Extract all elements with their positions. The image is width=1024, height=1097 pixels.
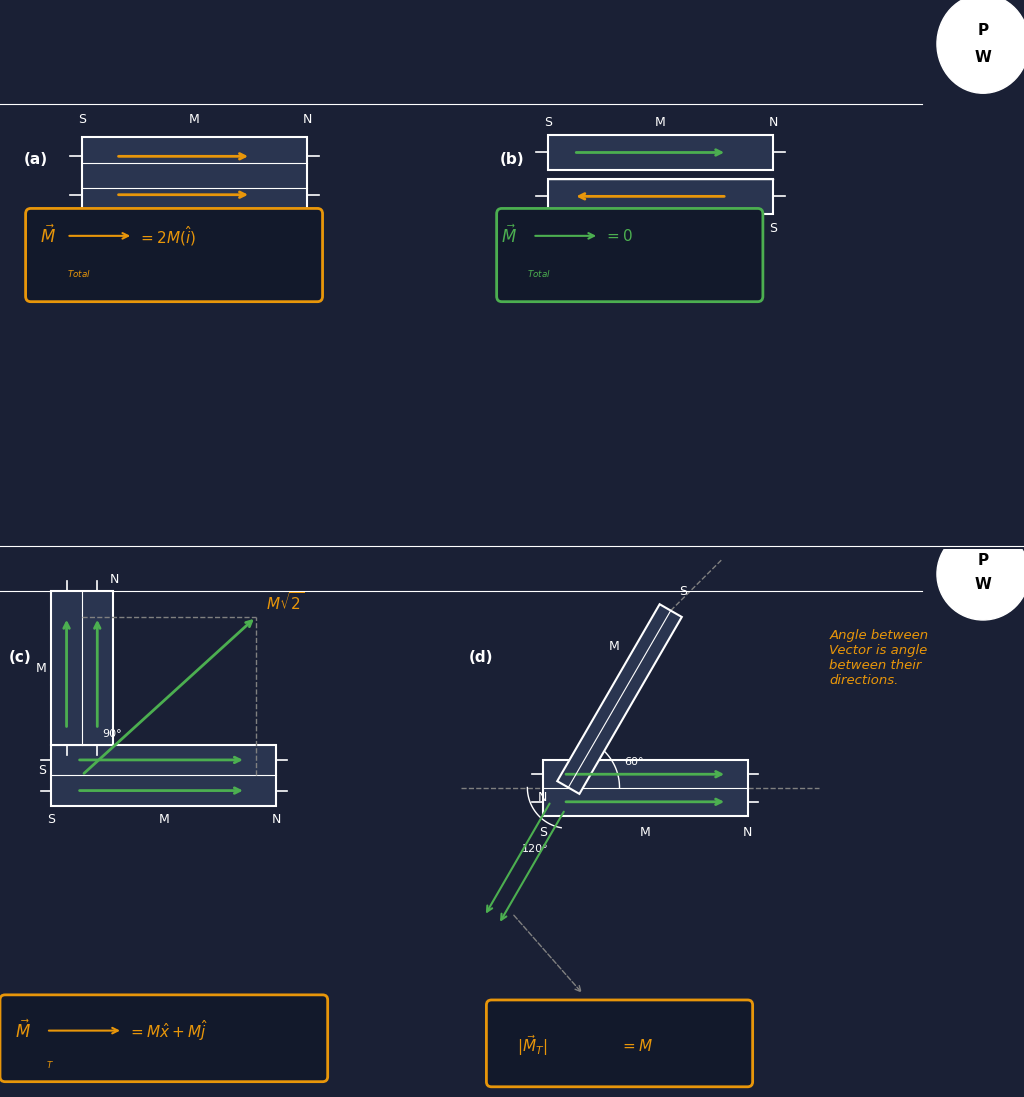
FancyBboxPatch shape: [26, 208, 323, 302]
Text: M: M: [189, 113, 200, 126]
Bar: [557, 604, 682, 794]
Text: S: S: [78, 225, 86, 238]
Text: $= 2M(\hat{i})$: $= 2M(\hat{i})$: [138, 224, 197, 248]
Text: N: N: [768, 116, 778, 129]
FancyBboxPatch shape: [497, 208, 763, 302]
Text: N: N: [110, 574, 120, 586]
Text: (c): (c): [9, 651, 32, 665]
Text: M: M: [159, 813, 169, 826]
Text: M: M: [36, 661, 46, 675]
Text: M: M: [655, 222, 666, 235]
Text: W: W: [975, 49, 991, 65]
Bar: [543, 760, 748, 816]
Text: S: S: [679, 586, 687, 598]
Text: $M\sqrt{2}$: $M\sqrt{2}$: [266, 590, 304, 612]
Text: S: S: [47, 813, 55, 826]
Text: S: S: [38, 764, 46, 777]
Text: M: M: [640, 826, 650, 839]
Text: Angle between
Vector is angle
between their
directions.: Angle between Vector is angle between th…: [829, 629, 929, 687]
Text: S: S: [539, 826, 547, 839]
Text: 90°: 90°: [102, 730, 122, 739]
Text: $= 0$: $= 0$: [604, 228, 634, 244]
Text: $= M\hat{x} + M\hat{j}$: $= M\hat{x} + M\hat{j}$: [128, 1018, 208, 1043]
Text: N: N: [302, 113, 312, 126]
Text: S: S: [78, 113, 86, 126]
Text: M: M: [189, 225, 200, 238]
Bar: [548, 135, 773, 170]
Bar: [51, 591, 113, 745]
Text: S: S: [769, 222, 777, 235]
Bar: [548, 179, 773, 214]
Circle shape: [937, 0, 1024, 93]
Text: (a): (a): [24, 151, 48, 167]
Text: N: N: [538, 791, 548, 804]
Circle shape: [937, 528, 1024, 620]
Text: N: N: [271, 813, 282, 826]
Text: $\vec{M}$: $\vec{M}$: [14, 1019, 31, 1042]
Bar: [51, 745, 276, 806]
Text: M: M: [655, 116, 666, 129]
Text: (d): (d): [469, 651, 494, 665]
Text: N: N: [543, 222, 553, 235]
Text: M: M: [609, 640, 620, 653]
Text: $= M$: $= M$: [620, 1038, 653, 1054]
Text: P: P: [978, 553, 988, 568]
Text: (b): (b): [500, 151, 524, 167]
FancyBboxPatch shape: [486, 1000, 753, 1087]
Text: N: N: [302, 225, 312, 238]
FancyBboxPatch shape: [0, 995, 328, 1082]
Text: $_{T}$: $_{T}$: [46, 1058, 54, 1071]
Text: 60°: 60°: [625, 757, 644, 767]
Text: 120°: 120°: [522, 844, 549, 853]
Text: S: S: [544, 116, 552, 129]
Text: $\vec{M}$: $\vec{M}$: [501, 225, 517, 247]
Text: N: N: [742, 826, 753, 839]
Text: W: W: [975, 577, 991, 591]
Text: $_{Total}$: $_{Total}$: [527, 265, 551, 279]
Text: P: P: [978, 23, 988, 38]
Text: $|\vec{M}_T|$: $|\vec{M}_T|$: [517, 1033, 548, 1059]
Text: $_{Total}$: $_{Total}$: [67, 265, 90, 279]
Bar: [82, 137, 307, 214]
Text: $\vec{M}$: $\vec{M}$: [40, 225, 56, 247]
